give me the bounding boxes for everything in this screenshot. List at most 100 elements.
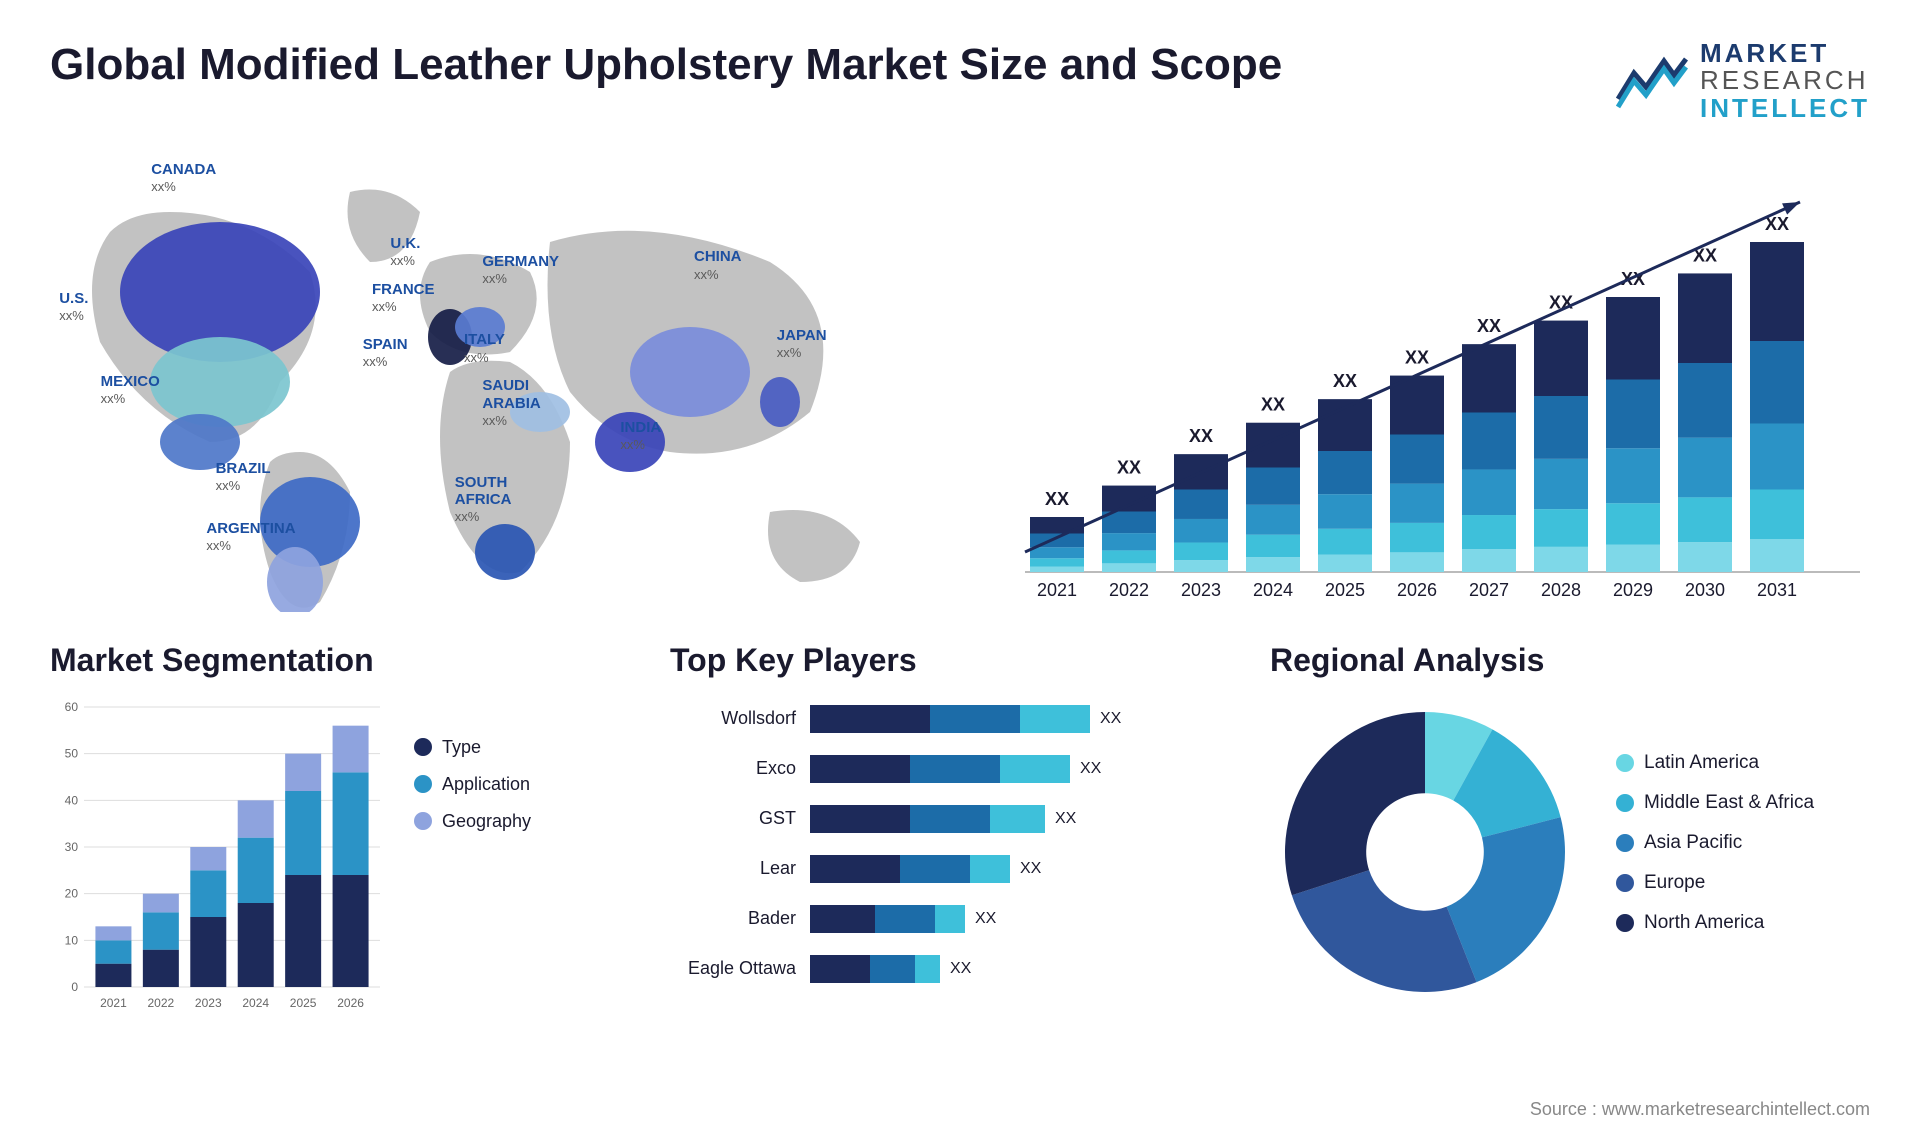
world-map-panel: CANADAxx%U.S.xx%MEXICOxx%BRAZILxx%ARGENT… — [50, 152, 970, 612]
player-bar-segment — [930, 705, 1020, 733]
svg-text:2024: 2024 — [242, 996, 269, 1010]
svg-text:XX: XX — [1405, 347, 1429, 367]
segmentation-bar-chart: 0102030405060202120222023202420252026 — [50, 697, 390, 1017]
player-bar-segment — [1000, 755, 1070, 783]
legend-swatch-icon — [1616, 754, 1634, 772]
regional-title: Regional Analysis — [1270, 642, 1870, 679]
player-bar-segment — [915, 955, 940, 983]
player-value-label: XX — [1100, 710, 1121, 728]
map-callout: FRANCExx% — [372, 281, 435, 316]
map-callout: ITALYxx% — [464, 331, 505, 366]
player-bar-segment — [900, 855, 970, 883]
map-callout: SPAINxx% — [363, 336, 408, 371]
player-row: Eagle Ottawa XX — [670, 947, 1230, 991]
forecast-bar-chart: XX2021XX2022XX2023XX2024XX2025XX2026XX20… — [1000, 152, 1870, 612]
player-value-label: XX — [1080, 760, 1101, 778]
player-bar-segment — [810, 905, 875, 933]
player-row: Lear XX — [670, 847, 1230, 891]
legend-swatch-icon — [1616, 914, 1634, 932]
map-callout: GERMANYxx% — [482, 253, 559, 288]
svg-text:20: 20 — [65, 887, 79, 901]
player-bar-segment — [810, 755, 910, 783]
map-callout: CANADAxx% — [151, 161, 216, 196]
legend-swatch-icon — [1616, 794, 1634, 812]
legend-label: Application — [442, 774, 530, 795]
svg-text:2022: 2022 — [1109, 580, 1149, 600]
svg-text:XX: XX — [1189, 426, 1213, 446]
legend-swatch-icon — [1616, 834, 1634, 852]
legend-item: Type — [414, 737, 531, 758]
player-bar — [810, 705, 1090, 733]
svg-text:XX: XX — [1477, 316, 1501, 336]
svg-text:2029: 2029 — [1613, 580, 1653, 600]
map-callout: U.K.xx% — [390, 235, 420, 270]
svg-text:30: 30 — [65, 840, 79, 854]
svg-text:XX: XX — [1261, 395, 1285, 415]
player-row: BaderXX — [670, 897, 1230, 941]
svg-text:2023: 2023 — [195, 996, 222, 1010]
player-value-label: XX — [1020, 860, 1041, 878]
regional-panel: Regional Analysis Latin AmericaMiddle Ea… — [1270, 642, 1870, 1022]
svg-text:2028: 2028 — [1541, 580, 1581, 600]
legend-label: Europe — [1644, 872, 1705, 894]
legend-label: North America — [1644, 912, 1764, 934]
regional-donut-chart — [1270, 697, 1580, 1007]
forecast-chart-panel: XX2021XX2022XX2023XX2024XX2025XX2026XX20… — [1000, 152, 1870, 612]
legend-item: North America — [1616, 912, 1814, 934]
map-callout: SAUDIARABIAxx% — [482, 377, 540, 429]
player-bar — [810, 905, 965, 933]
svg-text:XX: XX — [1333, 371, 1357, 391]
map-callout: BRAZILxx% — [216, 460, 271, 495]
svg-text:2021: 2021 — [100, 996, 127, 1010]
svg-text:2031: 2031 — [1757, 580, 1797, 600]
player-value-label: XX — [950, 960, 971, 978]
player-bar-segment — [970, 855, 1010, 883]
key-players-title: Top Key Players — [670, 642, 1230, 679]
svg-text:2023: 2023 — [1181, 580, 1221, 600]
legend-label: Latin America — [1644, 752, 1759, 774]
brand-logo: MARKET RESEARCH INTELLECT — [1616, 40, 1870, 122]
key-players-panel: Top Key Players WollsdorfXXExcoXXGSTXXLe… — [670, 642, 1230, 1022]
map-callout: SOUTHAFRICAxx% — [455, 474, 512, 526]
player-bar-segment — [935, 905, 965, 933]
map-callout: ARGENTINAxx% — [206, 520, 295, 555]
svg-text:2026: 2026 — [1397, 580, 1437, 600]
player-label: Wollsdorf — [670, 708, 810, 729]
map-callout: INDIAxx% — [620, 419, 661, 454]
legend-item: Europe — [1616, 872, 1814, 894]
map-callout: U.S.xx% — [59, 290, 88, 325]
logo-mark-icon — [1616, 51, 1688, 111]
player-bar-segment — [870, 955, 915, 983]
legend-label: Type — [442, 737, 481, 758]
svg-text:2025: 2025 — [290, 996, 317, 1010]
svg-text:XX: XX — [1045, 489, 1069, 509]
player-bar-segment — [810, 805, 910, 833]
svg-text:2025: 2025 — [1325, 580, 1365, 600]
player-bar-segment — [910, 805, 990, 833]
player-value-label: XX — [1055, 810, 1076, 828]
legend-label: Asia Pacific — [1644, 832, 1742, 854]
svg-text:2021: 2021 — [1037, 580, 1077, 600]
legend-swatch-icon — [414, 775, 432, 793]
player-bar-segment — [810, 705, 930, 733]
map-callout: JAPANxx% — [777, 327, 827, 362]
svg-text:2030: 2030 — [1685, 580, 1725, 600]
svg-text:0: 0 — [71, 980, 78, 994]
player-bar-segment — [875, 905, 935, 933]
regional-legend: Latin AmericaMiddle East & AfricaAsia Pa… — [1580, 752, 1814, 952]
player-bar — [810, 855, 1010, 883]
svg-text:XX: XX — [1117, 457, 1141, 477]
player-bar-segment — [990, 805, 1045, 833]
svg-text:2026: 2026 — [337, 996, 364, 1010]
page-title: Global Modified Leather Upholstery Marke… — [50, 40, 1282, 90]
player-label: Exco — [670, 758, 810, 779]
player-bar — [810, 805, 1045, 833]
logo-line-1: MARKET — [1700, 40, 1870, 67]
key-players-bars: WollsdorfXXExcoXXGSTXXLearXXBaderXXEagle… — [670, 697, 1230, 1007]
legend-label: Geography — [442, 811, 531, 832]
svg-text:2022: 2022 — [148, 996, 175, 1010]
player-label: Lear — [670, 858, 810, 879]
svg-text:2027: 2027 — [1469, 580, 1509, 600]
legend-item: Asia Pacific — [1616, 832, 1814, 854]
player-label: Eagle Ottawa — [670, 958, 810, 979]
